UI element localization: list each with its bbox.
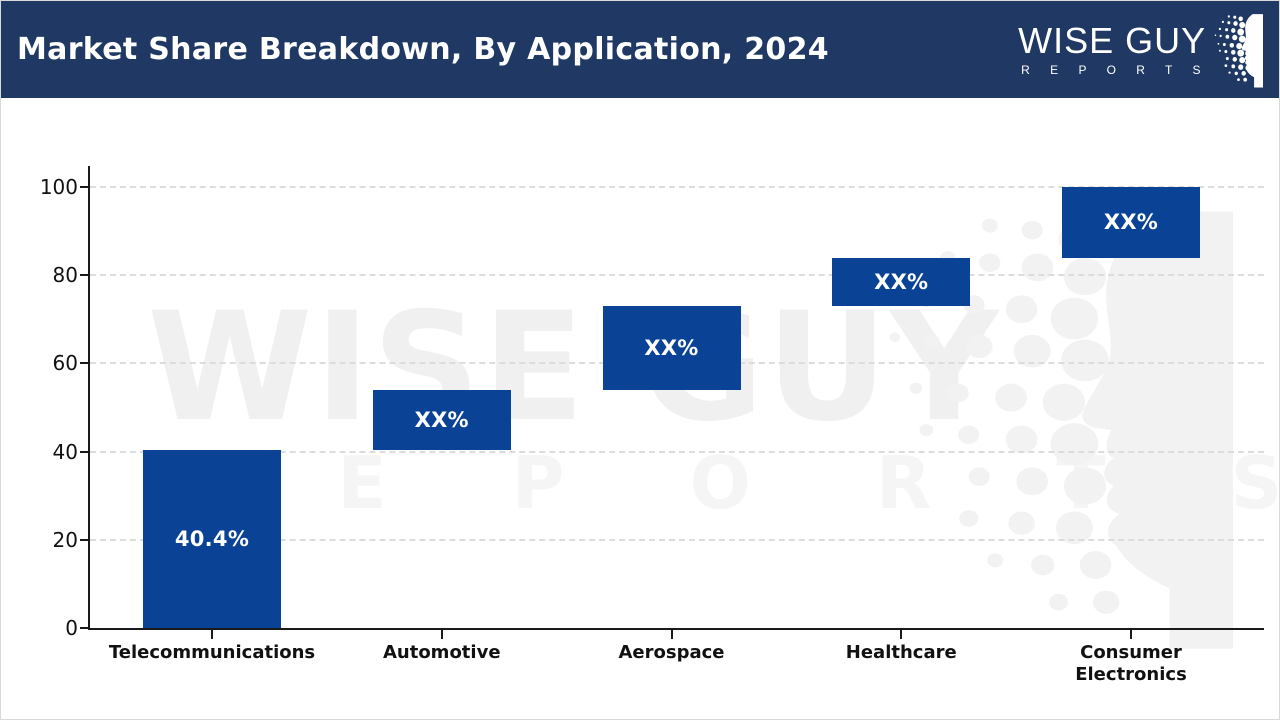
- y-tickmark-60: [80, 362, 88, 365]
- y-tickmark-40: [80, 450, 88, 453]
- y-tick-label-80: 80: [52, 263, 78, 288]
- page-title: Market Share Breakdown, By Application, …: [17, 32, 829, 67]
- x-tickmark-3: [900, 630, 903, 639]
- y-tickmark-100: [80, 186, 88, 188]
- brand-text: WISE GUY R E P O R T S: [1018, 19, 1209, 77]
- bar-telecommunications: 40.4%: [143, 449, 281, 628]
- y-tick-label-40: 40: [52, 439, 78, 464]
- x-tickmark-0: [211, 630, 213, 639]
- bar-automotive: XX%: [372, 389, 511, 450]
- y-tick-label-60: 60: [52, 351, 78, 376]
- x-axis-line: [88, 628, 1264, 630]
- x-tick-label-3: Healthcare: [845, 642, 957, 663]
- x-tickmark-4: [1130, 630, 1132, 639]
- bar-healthcare: XX%: [832, 257, 971, 307]
- y-tickmark-20: [80, 538, 88, 541]
- bar-value-label: XX%: [644, 335, 699, 360]
- x-tick-label-2: Aerospace: [618, 642, 725, 663]
- gridline-20: [90, 538, 1264, 541]
- brand-logo: WISE GUY R E P O R T S: [1018, 11, 1263, 89]
- y-tickmark-0: [80, 627, 88, 629]
- x-tick-label-0: Telecommunications: [108, 642, 316, 663]
- brand-tagline: R E P O R T S: [1021, 62, 1209, 77]
- x-tickmark-2: [670, 630, 673, 639]
- y-tick-label-0: 0: [65, 616, 78, 640]
- gridline-40: [90, 450, 1264, 453]
- gridline-100: [90, 186, 1264, 188]
- bar-value-label: 40.4%: [174, 526, 250, 551]
- bar-consumer-electronics: XX%: [1062, 187, 1200, 258]
- gridline-80: [90, 274, 1264, 277]
- y-tick-label-100: 100: [39, 175, 78, 199]
- bar-value-label: XX%: [414, 407, 469, 432]
- bar-aerospace: XX%: [602, 306, 741, 390]
- x-tickmark-1: [440, 630, 443, 639]
- y-tick-label-20: 20: [52, 527, 78, 552]
- header: Market Share Breakdown, By Application, …: [1, 1, 1279, 98]
- watermark-wordmark: WISE GUY: [147, 281, 1001, 455]
- bar-value-label: XX%: [874, 269, 929, 294]
- x-tick-label-1: Automotive: [382, 642, 501, 663]
- brand-name: WISE GUY: [1018, 19, 1207, 61]
- x-tick-label-4: Consumer Electronics: [1075, 642, 1187, 685]
- y-tickmark-80: [80, 274, 88, 277]
- brand-face-icon: [1214, 13, 1263, 87]
- y-axis-line: [88, 166, 90, 630]
- bar-value-label: XX%: [1103, 210, 1159, 235]
